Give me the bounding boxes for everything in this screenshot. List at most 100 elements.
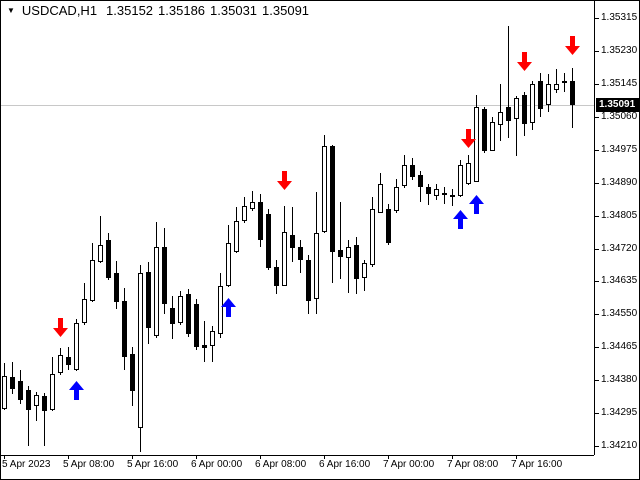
- candle-body: [426, 187, 431, 194]
- chart-title-bar: ▼ USDCAD,H1 1.35152 1.35186 1.35031 1.35…: [7, 2, 310, 18]
- candle-body: [82, 299, 87, 323]
- price-axis-label: 1.34295: [601, 407, 638, 418]
- price-axis-tick: [595, 150, 599, 151]
- signal-arrow-up-buy: [221, 298, 236, 317]
- candle-body: [338, 250, 343, 257]
- candle-body: [394, 187, 399, 211]
- one-click-trading-dropdown-icon[interactable]: ▼: [7, 5, 15, 15]
- price-axis-label: 1.34805: [601, 210, 638, 221]
- candle-body: [442, 193, 447, 195]
- candle-body: [58, 355, 63, 373]
- candle-wick: [444, 187, 445, 204]
- price-axis-label: 1.35145: [601, 78, 638, 89]
- time-axis-label: 6 Apr 08:00: [255, 459, 307, 470]
- candle-wick: [340, 202, 341, 279]
- candle-body: [466, 163, 471, 184]
- candle-body: [218, 286, 223, 334]
- candle-body: [266, 214, 271, 268]
- candle-wick: [252, 191, 253, 211]
- time-axis-tick: [196, 456, 197, 459]
- candle-body: [458, 165, 463, 196]
- price-axis-tick: [595, 281, 599, 282]
- price-axis-label: 1.34210: [601, 440, 638, 451]
- price-axis-label: 1.34465: [601, 341, 638, 352]
- candle-body: [114, 273, 119, 302]
- time-axis-tick: [388, 456, 389, 459]
- candle-wick: [556, 69, 557, 93]
- candle-body: [514, 98, 519, 119]
- candle-body: [450, 195, 455, 197]
- candle-body: [482, 109, 487, 151]
- candle-body: [194, 304, 199, 347]
- candle-body: [522, 95, 527, 124]
- candle-body: [562, 81, 567, 83]
- time-axis-label: 7 Apr 08:00: [447, 459, 499, 470]
- price-axis-label: 1.34635: [601, 275, 638, 286]
- candle-body: [498, 112, 503, 125]
- candle-body: [250, 202, 255, 209]
- candle-body: [362, 263, 367, 278]
- time-axis-tick: [452, 456, 453, 459]
- candle-body: [570, 81, 575, 105]
- candle-body: [306, 260, 311, 301]
- current-price-box: 1.35091: [596, 98, 639, 112]
- candle-body: [274, 267, 279, 286]
- price-axis-label: 1.34975: [601, 144, 638, 155]
- signal-arrow-down-sell: [277, 171, 292, 190]
- candle-body: [210, 331, 215, 346]
- signal-arrow-up-buy: [69, 381, 84, 400]
- candle-body: [258, 202, 263, 240]
- candle-wick: [44, 393, 45, 446]
- candle-wick: [204, 321, 205, 362]
- chart-plot-area[interactable]: [0, 0, 594, 455]
- candle-body: [66, 357, 71, 365]
- candle-body: [162, 247, 167, 304]
- candle-body: [370, 209, 375, 265]
- signal-arrow-down-sell: [461, 129, 476, 148]
- signal-arrow-down-sell: [517, 52, 532, 71]
- time-axis-label: 6 Apr 00:00: [191, 459, 243, 470]
- time-axis-label: 6 Apr 16:00: [319, 459, 371, 470]
- time-axis-tick: [68, 456, 69, 459]
- signal-arrow-up-buy: [453, 210, 468, 229]
- candle-body: [434, 189, 439, 196]
- signal-arrow-down-sell: [565, 36, 580, 55]
- signal-arrow-down-sell: [53, 318, 68, 337]
- candle-body: [122, 301, 127, 357]
- price-axis-line: [594, 0, 595, 455]
- candle-body: [74, 323, 79, 370]
- time-axis-label: 5 Apr 08:00: [63, 459, 115, 470]
- price-axis-tick: [595, 314, 599, 315]
- price-axis-tick: [595, 413, 599, 414]
- ohlc-close: 1.35091: [262, 2, 310, 18]
- signal-arrow-up-buy: [469, 195, 484, 214]
- price-axis-label: 1.35060: [601, 111, 638, 122]
- price-axis-tick: [595, 249, 599, 250]
- candle-body: [18, 381, 23, 400]
- candle-wick: [508, 26, 509, 138]
- candle-body: [346, 247, 351, 258]
- candle-wick: [28, 386, 29, 446]
- price-axis-label: 1.35315: [601, 12, 638, 23]
- candle-body: [410, 165, 415, 177]
- ohlc-low: 1.35031: [210, 2, 258, 18]
- price-axis-tick: [595, 183, 599, 184]
- price-axis-tick: [595, 347, 599, 348]
- price-axis-tick: [595, 446, 599, 447]
- candle-body: [330, 146, 335, 252]
- time-axis-tick: [516, 456, 517, 459]
- candle-body: [10, 377, 15, 389]
- candle-wick: [452, 189, 453, 206]
- candle-wick: [292, 207, 293, 262]
- candle-body: [50, 374, 55, 410]
- price-axis-tick: [595, 84, 599, 85]
- candle-body: [146, 272, 151, 328]
- chart-symbol-period: USDCAD,H1: [21, 2, 98, 18]
- candle-body: [490, 122, 495, 151]
- time-axis-label: 5 Apr 16:00: [127, 459, 179, 470]
- price-axis-tick: [595, 117, 599, 118]
- ohlc-high: 1.35186: [158, 2, 206, 18]
- candle-body: [90, 260, 95, 301]
- candle-body: [546, 84, 551, 105]
